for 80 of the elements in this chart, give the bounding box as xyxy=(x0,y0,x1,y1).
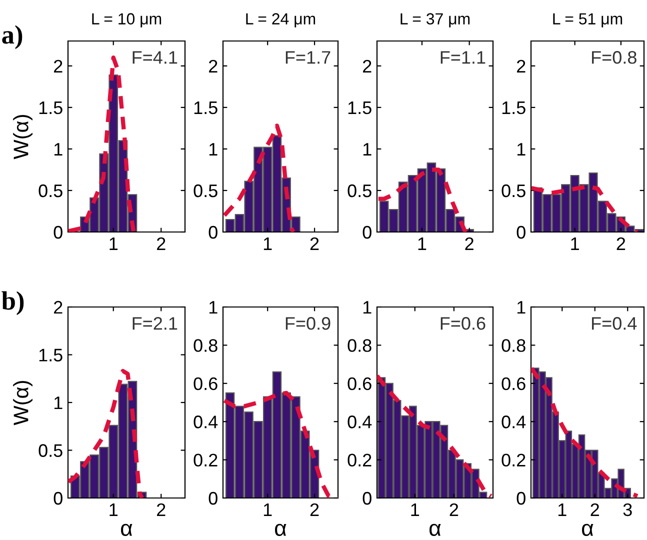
y-tick-label: 0.6 xyxy=(502,377,526,390)
x-tick-label: 2 xyxy=(616,237,626,250)
x-tick-label: 2 xyxy=(157,503,166,516)
annotation: F=4.1 xyxy=(132,51,178,64)
annotation: F=0.9 xyxy=(286,317,330,330)
y-tick-label: 0.6 xyxy=(348,377,372,390)
chart-title: L = 10 μm xyxy=(92,13,162,28)
x-tick-label: 1 xyxy=(411,504,420,516)
x-tick-label: 1 xyxy=(110,238,118,250)
y-tick-label: 0.2 xyxy=(502,454,526,467)
text: b) xyxy=(2,291,24,316)
y-tick-label: 0 xyxy=(362,226,372,239)
x-tick-label: 1 xyxy=(110,504,118,516)
y-tick-label: 1 xyxy=(517,301,526,314)
annotation: F=2.1 xyxy=(132,317,178,330)
y-tick-label: 0.5 xyxy=(348,184,372,198)
y-axis-title: W(α) xyxy=(13,381,32,426)
y-tick-label: 0.2 xyxy=(348,454,372,467)
y-tick-label: 0.4 xyxy=(502,416,526,428)
x-tick-label: 1 xyxy=(418,238,426,250)
y-tick-label: 0.8 xyxy=(502,339,526,352)
x-tick-label: 2 xyxy=(465,237,474,250)
x-tick-label: 2 xyxy=(157,237,166,250)
y-tick-label: 1 xyxy=(209,143,218,156)
y-tick-label: 0.6 xyxy=(194,377,218,390)
y-tick-label: 2 xyxy=(363,60,372,72)
y-tick-label: 0.8 xyxy=(348,339,372,352)
y-tick-label: 2 xyxy=(54,300,62,314)
x-tick-label: 2 xyxy=(450,503,458,516)
x-tick-label: 2 xyxy=(590,503,599,516)
y-tick-label: 1.5 xyxy=(194,102,218,114)
y-tick-label: 0.4 xyxy=(348,416,372,428)
x-tick-label: 2 xyxy=(310,503,319,516)
y-tick-label: 0.5 xyxy=(502,184,526,198)
y-tick-label: 1 xyxy=(517,143,526,156)
x-tick-label: 3 xyxy=(623,503,632,516)
y-tick-label: 0 xyxy=(362,492,372,505)
y-tick-label: 0.4 xyxy=(194,416,218,428)
annotation: F=0.6 xyxy=(440,317,486,330)
annotation: F=0.8 xyxy=(592,51,636,64)
x-tick-label: 2 xyxy=(310,237,319,250)
text: a) xyxy=(2,25,22,50)
y-tick-label: 0 xyxy=(54,226,62,239)
y-tick-label: 1.5 xyxy=(39,102,62,114)
y-tick-label: 1 xyxy=(363,301,372,314)
y-tick-label: 1 xyxy=(209,301,218,314)
chart-title: L = 51 μm xyxy=(553,13,622,28)
y-tick-label: 0 xyxy=(516,492,526,505)
y-tick-label: 0 xyxy=(516,226,526,239)
y-tick-label: 0 xyxy=(208,492,218,505)
y-tick-label: 1 xyxy=(54,396,62,410)
x-tick-label: 1 xyxy=(571,238,579,250)
y-tick-label: 0 xyxy=(208,226,218,239)
y-tick-label: 1.5 xyxy=(502,102,526,114)
y-tick-label: 1.5 xyxy=(348,102,372,114)
y-tick-label: 2 xyxy=(209,60,218,72)
annotation: F=0.4 xyxy=(592,317,637,330)
y-tick-label: 0.5 xyxy=(38,444,62,457)
y-tick-label: 1.5 xyxy=(39,348,62,362)
x-axis-title: α xyxy=(121,524,132,536)
y-tick-label: 0.5 xyxy=(194,184,218,198)
y-tick-label: 0.2 xyxy=(194,454,218,467)
y-tick-label: 2 xyxy=(54,60,62,72)
chart-title: L = 37 μm xyxy=(400,13,470,28)
x-axis-title: α xyxy=(275,524,286,536)
x-tick-label: 1 xyxy=(558,504,566,516)
x-tick-label: 1 xyxy=(264,238,272,250)
y-tick-label: 2 xyxy=(517,60,526,72)
annotation: F=1.7 xyxy=(286,51,330,64)
y-tick-label: 1 xyxy=(363,143,372,156)
y-axis-title: W(α) xyxy=(13,115,32,160)
y-tick-label: 1 xyxy=(54,143,62,156)
chart-title: L = 24 μm xyxy=(246,13,316,28)
x-axis-title: α xyxy=(582,524,594,536)
y-tick-label: 0.5 xyxy=(38,184,62,198)
x-tick-label: 1 xyxy=(264,504,272,516)
y-tick-label: 0 xyxy=(54,492,62,505)
x-axis-title: α xyxy=(430,524,441,536)
y-tick-label: 0.8 xyxy=(194,339,218,352)
annotation: F=1.1 xyxy=(440,51,486,64)
